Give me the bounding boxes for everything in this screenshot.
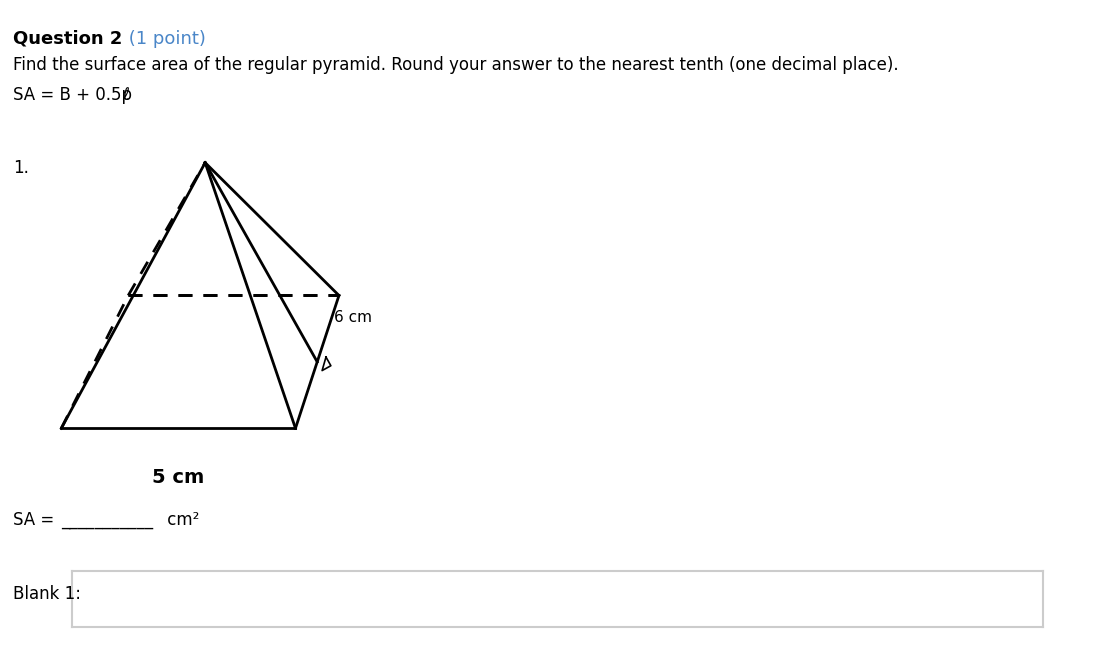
- Text: cm²: cm²: [162, 511, 200, 529]
- Text: Find the surface area of the regular pyramid. Round your answer to the nearest t: Find the surface area of the regular pyr…: [13, 56, 899, 74]
- Text: SA =: SA =: [13, 511, 60, 529]
- Text: (1 point): (1 point): [123, 30, 205, 48]
- Text: 1.: 1.: [13, 159, 29, 177]
- Text: Question 2: Question 2: [13, 30, 123, 48]
- Text: ℓ: ℓ: [123, 86, 129, 104]
- Text: Blank 1:: Blank 1:: [13, 585, 81, 604]
- Text: 6 cm: 6 cm: [334, 310, 372, 325]
- Text: SA = B + 0.5p: SA = B + 0.5p: [13, 86, 133, 104]
- Text: ___________: ___________: [61, 511, 154, 529]
- Text: 5 cm: 5 cm: [153, 468, 204, 487]
